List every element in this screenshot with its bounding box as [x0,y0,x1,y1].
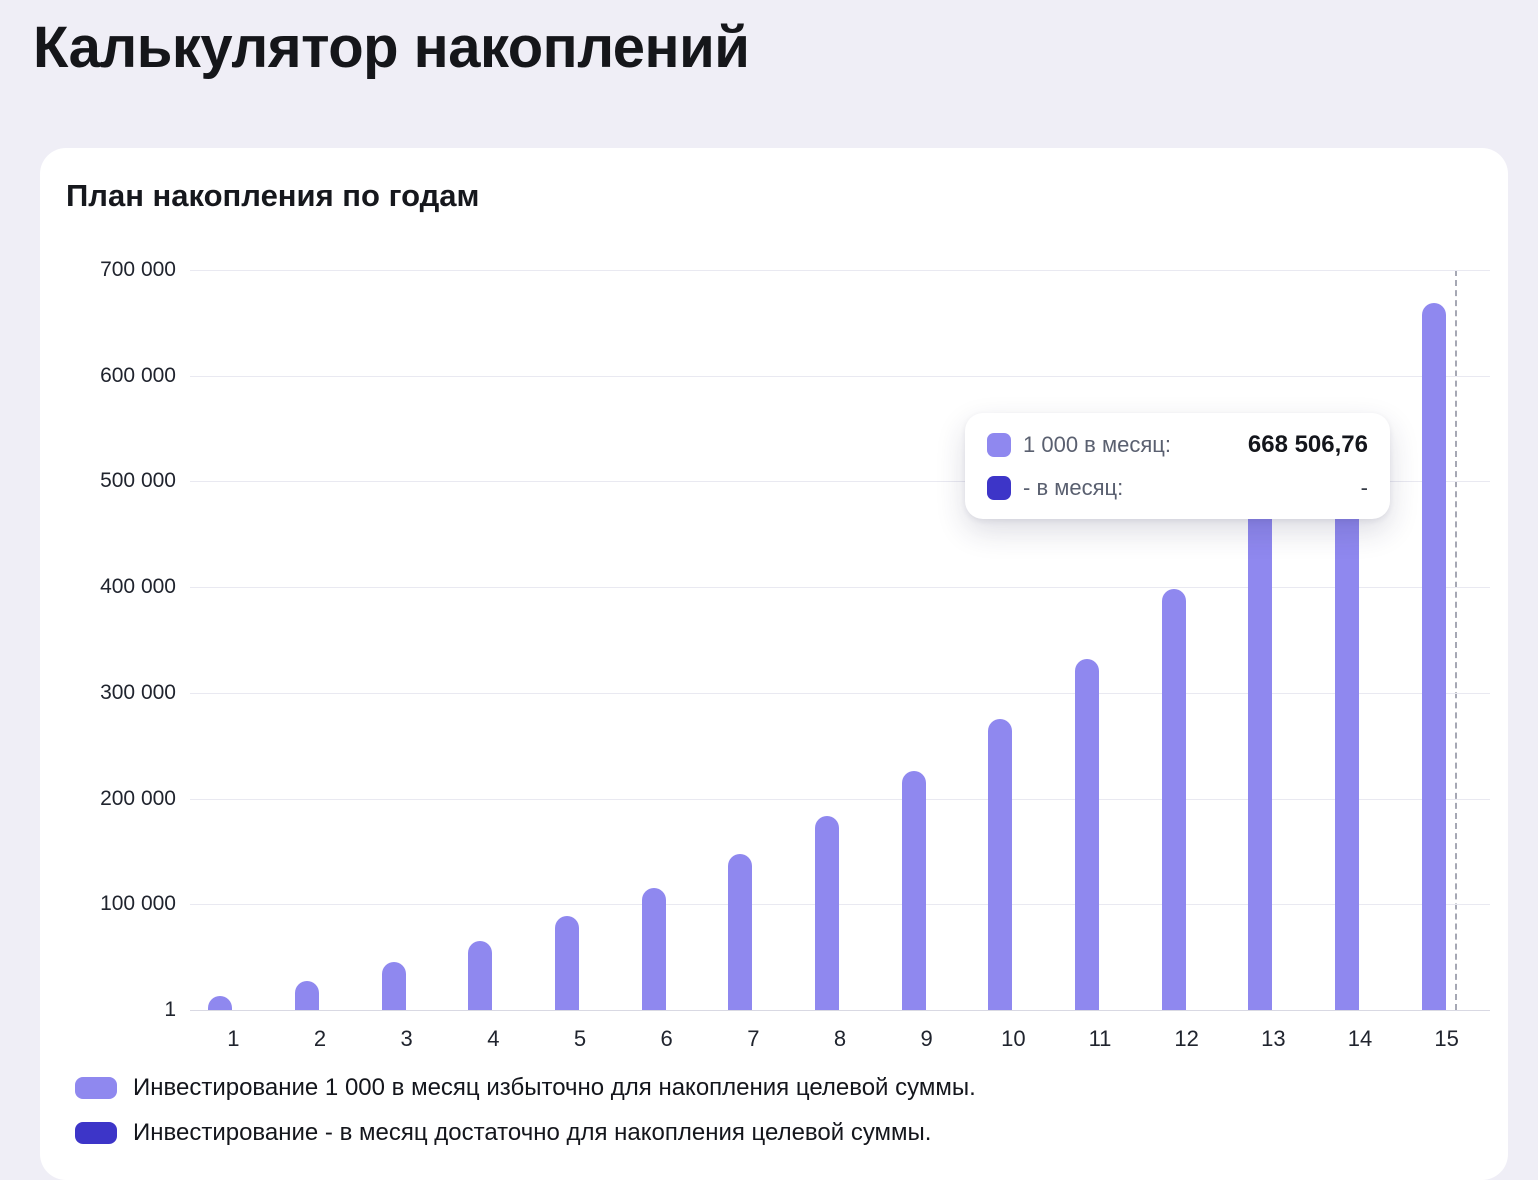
bar-year-10[interactable] [988,719,1013,1010]
bar-year-1[interactable] [208,996,233,1010]
bar-year-11[interactable] [1075,658,1099,1010]
x-axis-tick-label: 12 [1174,1026,1199,1051]
x-axis-tick-label: 15 [1434,1026,1459,1051]
x-axis-tick-label: 13 [1261,1026,1286,1051]
gridline [190,798,1490,800]
bar-year-12[interactable] [1161,588,1186,1010]
bar-year-2[interactable] [295,980,319,1010]
chart-card: План накопления по годам 1 000 в месяц: … [40,148,1508,1180]
bar-year-15[interactable] [1421,303,1446,1010]
gridline [190,270,1490,271]
legend-series2-text: Инвестирование - в месяц достаточно для … [133,1119,932,1146]
gridline [190,692,1490,694]
tooltip-series2-value: - [1360,475,1368,500]
chart-tooltip: 1 000 в месяц: 668 506,76 - в месяц: - [965,413,1390,519]
legend-item-series1[interactable]: Инвестирование 1 000 в месяц избыточно д… [75,1074,976,1102]
x-axis-tick-label: 1 [227,1026,240,1051]
bar-year-3[interactable] [381,962,406,1010]
gridline [190,481,1490,483]
bar-year-6[interactable] [641,887,666,1010]
y-axis-tick-label: 500 000 [100,469,176,493]
page-title: Калькулятор накоплений [33,15,750,80]
chart-title: План накопления по годам [66,178,480,213]
legend-item-series2[interactable]: Инвестирование - в месяц достаточно для … [75,1119,976,1147]
tooltip-series1-value: 668 506,76 [1247,431,1368,458]
bar-year-5[interactable] [555,916,579,1010]
gridline [190,587,1490,589]
x-axis-tick-label: 14 [1347,1026,1373,1051]
bar-year-13[interactable] [1248,507,1273,1010]
x-axis-tick-label: 9 [920,1026,933,1051]
legend-series1-swatch-icon [75,1077,117,1099]
y-axis-tick-label: 1 [164,997,176,1021]
x-axis-tick-label: 2 [313,1026,327,1051]
x-axis-tick-label: 11 [1088,1026,1112,1051]
legend-series1-text: Инвестирование 1 000 в месяц избыточно д… [133,1074,976,1101]
bar-year-4[interactable] [468,941,493,1010]
x-axis-tick-label: 10 [1001,1026,1026,1051]
y-axis-tick-label: 600 000 [100,363,176,387]
x-axis-tick-label: 4 [487,1026,500,1051]
x-axis-tick-label: 8 [833,1026,847,1051]
target-year-marker-line [1454,270,1457,1010]
series2-swatch-icon [987,476,1011,500]
tooltip-row-series2: - в месяц: - [987,475,1368,501]
bar-year-8[interactable] [815,815,839,1010]
x-axis-tick-label: 3 [400,1026,413,1051]
tooltip-series1-label: 1 000 в месяц: [1023,432,1171,457]
bar-year-7[interactable] [728,854,753,1010]
y-axis-tick-label: 700 000 [100,258,176,281]
y-axis-tick-label: 300 000 [100,680,176,704]
x-axis-tick-label: 6 [660,1026,673,1051]
bar-year-9[interactable] [901,771,926,1010]
tooltip-series2-label: - в месяц: [1023,475,1124,500]
savings-bar-chart[interactable]: 1 000 в месяц: 668 506,76 - в месяц: - 7… [100,258,1490,1051]
gridline [190,904,1490,906]
gridline [190,375,1490,377]
y-axis-tick-label: 100 000 [100,892,176,916]
y-axis-tick-label: 400 000 [100,575,176,599]
legend-series2-swatch-icon [75,1122,117,1144]
gridline [190,1009,1490,1011]
tooltip-row-series1: 1 000 в месяц: 668 506,76 [987,431,1368,459]
y-axis-tick-label: 200 000 [100,786,176,810]
x-axis-tick-label: 7 [747,1026,760,1051]
x-axis-tick-label: 5 [573,1026,587,1051]
chart-legend: Инвестирование 1 000 в месяц избыточно д… [75,1074,976,1147]
series1-swatch-icon [987,433,1011,457]
